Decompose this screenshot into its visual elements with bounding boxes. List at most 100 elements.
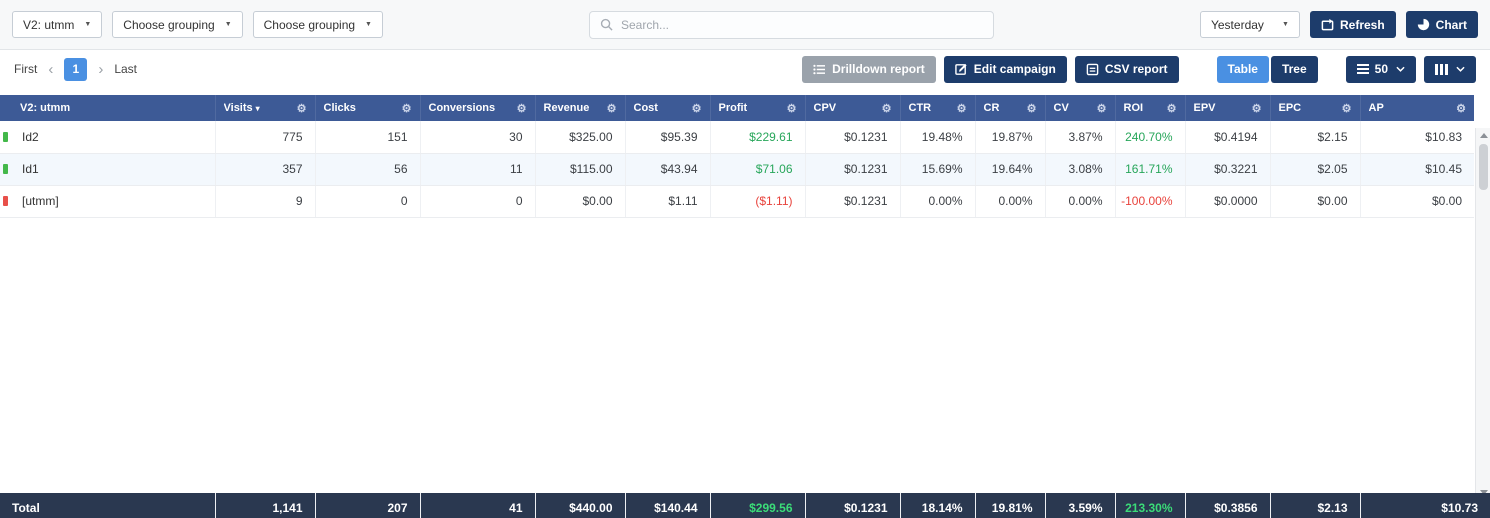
total-label: Total [0,492,215,518]
cell-ap: $0.00 [1359,185,1474,218]
column-header-name[interactable]: V2: utmm [0,95,215,121]
column-settings-icon[interactable]: ⚙ [1026,102,1037,115]
total-cv: 3.59% [1044,492,1115,518]
column-header-revenue[interactable]: Revenue ⚙ [534,95,625,121]
table-row[interactable]: [utmm] 9 0 0 $0.00 $1.11 ($1.11) $0.1231 0.00% 0.… [0,185,1474,218]
cell-epv: $0.3221 [1184,153,1270,186]
edit-campaign-button[interactable]: Edit campaign [943,55,1067,83]
cell-epc: $0.00 [1269,185,1360,218]
total-ap: $10.73 [1359,492,1490,518]
table-row[interactable]: Id2 775 151 30 $325.00 $95.39 $229.61 $0.1231 19… [0,121,1474,154]
date-range-value: Yesterday [1210,17,1264,32]
scrollbar-thumb[interactable] [1479,144,1488,190]
column-header-epv[interactable]: EPV ⚙ [1184,95,1270,121]
total-row-table: Total 1,141 207 41 $440.00 $140.44 $299.56 $0.1… [0,492,1490,518]
column-settings-icon[interactable]: ⚙ [691,102,702,115]
table-view-toggle[interactable]: Table [1216,55,1269,83]
column-settings-icon[interactable]: ⚙ [296,102,307,115]
column-header-clicks[interactable]: Clicks ⚙ [314,95,420,121]
columns-icon [1435,63,1448,75]
column-header-conversions[interactable]: Conversions ⚙ [419,95,535,121]
pagination-page-1[interactable]: 1 [64,57,88,81]
campaign-filter-select[interactable]: V2: utmm ▼ [12,11,103,38]
pie-chart-icon [1417,18,1429,31]
column-settings-icon[interactable]: ⚙ [786,102,797,115]
column-settings-icon[interactable]: ⚙ [1456,102,1466,115]
scroll-up-icon[interactable] [1476,128,1490,142]
column-settings-icon[interactable]: ⚙ [516,102,527,115]
total-epv: $0.3856 [1184,492,1270,518]
row-name-cell[interactable]: Id1 [0,153,215,186]
cell-cv: 3.08% [1044,153,1115,186]
column-settings-icon[interactable]: ⚙ [881,102,892,115]
column-header-ctr[interactable]: CTR ⚙ [899,95,975,121]
pagination-first[interactable]: First [14,62,38,76]
total-epc: $2.13 [1269,492,1360,518]
row-name: Id1 [22,162,39,176]
column-settings-icon[interactable]: ⚙ [1096,102,1107,115]
drilldown-report-label: Drilldown report [832,62,925,76]
cell-ctr: 19.48% [899,121,975,154]
grouping-select-1[interactable]: Choose grouping ▼ [112,11,243,38]
cell-profit: ($1.11) [709,185,805,218]
cell-roi: 240.70% [1114,121,1185,154]
actions-bar: First ‹ 1 › Last Drilldown report Edit c… [0,50,1490,88]
scroll-down-icon[interactable] [1476,485,1490,499]
cell-conversions: 30 [419,121,535,154]
column-header-epc[interactable]: EPC ⚙ [1269,95,1360,121]
cell-clicks: 56 [314,153,420,186]
sort-desc-icon: ▾ [255,104,260,113]
grouping-select-2[interactable]: Choose grouping ▼ [252,11,383,38]
chart-button[interactable]: Chart [1405,11,1479,38]
column-header-roi[interactable]: ROI ⚙ [1114,95,1185,121]
pagination-last[interactable]: Last [114,62,138,76]
date-range-select[interactable]: Yesterday ▼ [1199,11,1300,38]
chevron-left-icon[interactable]: ‹ [48,60,54,78]
column-settings-icon[interactable]: ⚙ [1166,102,1177,115]
table-header-row: V2: utmm Visits ▾ ⚙ Clicks ⚙ Conversions ⚙ Reve… [0,95,1474,121]
table-body: Id2 775 151 30 $325.00 $95.39 $229.61 $0.1231 19… [0,121,1474,218]
cell-profit: $71.06 [709,153,805,186]
column-header-cost[interactable]: Cost ⚙ [624,95,710,121]
cell-visits: 357 [214,153,315,186]
tree-view-toggle[interactable]: Tree [1270,55,1318,83]
cell-cv: 0.00% [1044,185,1115,218]
cell-revenue: $115.00 [534,153,625,186]
column-header-profit[interactable]: Profit ⚙ [709,95,805,121]
csv-report-label: CSV report [1104,62,1168,76]
cell-ctr: 0.00% [899,185,975,218]
refresh-button[interactable]: Refresh [1309,11,1396,38]
chevron-right-icon[interactable]: › [98,60,104,78]
column-settings-icon[interactable]: ⚙ [606,102,617,115]
chevron-down-icon: ▼ [224,21,232,28]
column-settings-icon[interactable]: ⚙ [1341,102,1352,115]
column-header-visits[interactable]: Visits ▾ ⚙ [214,95,315,121]
cell-cv: 3.87% [1044,121,1115,154]
column-settings-icon[interactable]: ⚙ [1251,102,1262,115]
column-header-cr[interactable]: CR ⚙ [974,95,1045,121]
column-header-cv[interactable]: CV ⚙ [1044,95,1115,121]
cell-revenue: $325.00 [534,121,625,154]
column-settings-icon[interactable]: ⚙ [956,102,967,115]
refresh-label: Refresh [1339,17,1385,32]
column-header-cpv[interactable]: CPV ⚙ [804,95,900,121]
hamburger-icon [1356,64,1369,74]
column-settings-icon[interactable]: ⚙ [401,102,412,115]
csv-report-button[interactable]: CSV report [1074,55,1179,83]
cell-cpv: $0.1231 [804,121,900,154]
column-header-ap[interactable]: AP ⚙ [1359,95,1474,121]
cell-conversions: 11 [419,153,535,186]
row-name-cell[interactable]: [utmm] [0,185,215,218]
row-name-cell[interactable]: Id2 [0,121,215,154]
columns-button[interactable] [1424,55,1476,83]
vertical-scrollbar[interactable] [1475,128,1490,499]
table-row[interactable]: Id1 357 56 11 $115.00 $43.94 $71.06 $0.1231 15.6… [0,153,1474,186]
drilldown-report-button[interactable]: Drilldown report [802,55,936,83]
grouping-2-value: Choose grouping [263,17,356,32]
search-box[interactable] [588,10,994,39]
table-view-label: Table [1227,62,1258,76]
rows-per-page-button[interactable]: 50 [1345,55,1416,83]
row-name: Id2 [22,129,39,144]
cell-cpv: $0.1231 [804,153,900,186]
search-input[interactable] [620,17,983,32]
